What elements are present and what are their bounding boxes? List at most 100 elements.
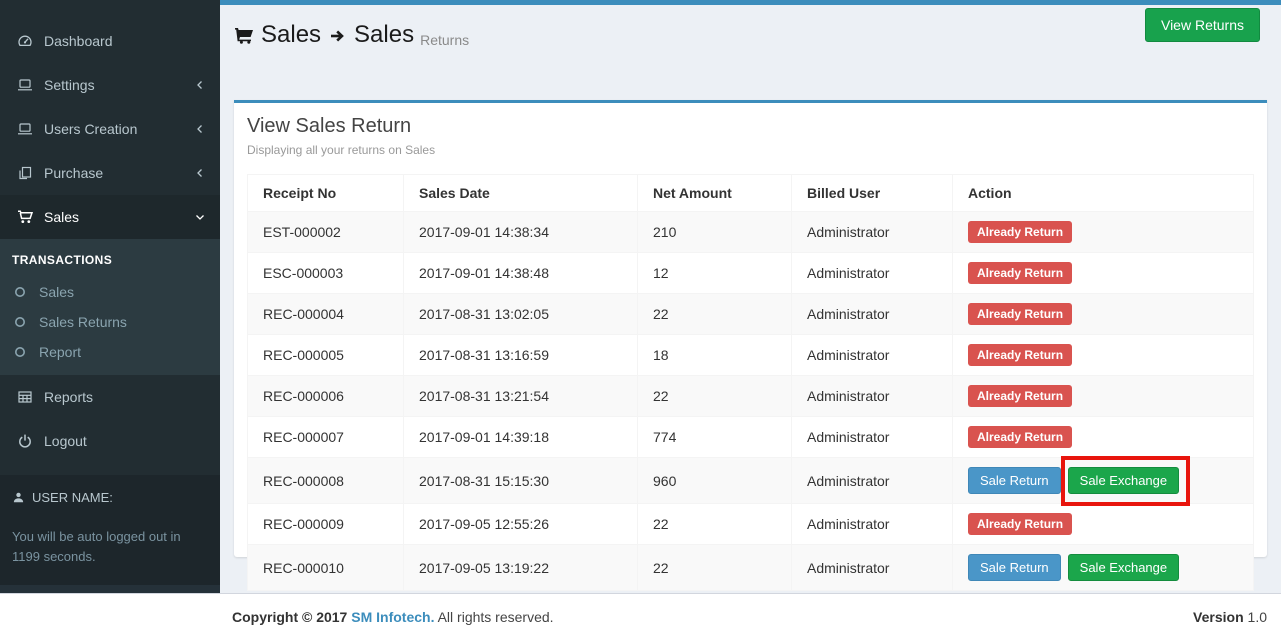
dashboard-icon: [15, 33, 35, 49]
table-row: REC-000004 2017-08-31 13:02:05 22 Admini…: [247, 293, 1254, 335]
cell-amount: 12: [637, 252, 792, 294]
sidebar-item-label: Purchase: [44, 165, 104, 181]
sidebar-menu: Dashboard Settings Users Creation: [0, 0, 220, 463]
sale-return-button[interactable]: Sale Return: [968, 554, 1061, 581]
cell-receipt: REC-000008: [247, 457, 404, 504]
circle-icon: [14, 346, 32, 358]
view-returns-button[interactable]: View Returns: [1144, 8, 1260, 42]
breadcrumb-primary: Sales: [261, 21, 322, 48]
submenu-item-label: Sales Returns: [39, 314, 127, 330]
sidebar-item-label: Sales: [44, 209, 80, 225]
sidebar-item-label: Dashboard: [44, 33, 113, 49]
sales-return-panel: View Sales Return Displaying all your re…: [234, 100, 1267, 591]
cell-amount: 22: [637, 503, 792, 545]
cell-date: 2017-08-31 13:21:54: [403, 375, 638, 417]
laptop-icon: [15, 77, 35, 93]
sidebar: Dashboard Settings Users Creation: [0, 0, 220, 593]
cell-receipt: REC-000006: [247, 375, 404, 417]
sidebar-item-users-creation[interactable]: Users Creation: [0, 107, 220, 151]
panel-title: View Sales Return: [247, 115, 412, 137]
cell-amount: 22: [637, 544, 792, 591]
cell-date: 2017-08-31 13:02:05: [403, 293, 638, 335]
cell-date: 2017-09-01 14:38:34: [403, 211, 638, 253]
cell-date: 2017-08-31 15:15:30: [403, 457, 638, 504]
sale-exchange-button[interactable]: Sale Exchange: [1067, 467, 1180, 494]
cell-user: Administrator: [791, 544, 953, 591]
chevron-left-icon: [195, 168, 205, 178]
user-icon: [12, 491, 25, 504]
sidebar-item-label: Settings: [44, 77, 95, 93]
table-row: REC-000008 2017-08-31 15:15:30 960 Admin…: [247, 456, 1254, 506]
breadcrumb: Sales Sales Returns: [234, 21, 1260, 49]
sales-returns-table: Receipt No Sales Date Net Amount Billed …: [247, 174, 1254, 591]
user-name-label: USER NAME:: [32, 490, 113, 505]
cell-date: 2017-09-05 13:19:22: [403, 544, 638, 591]
table-row: REC-000010 2017-09-05 13:19:22 22 Admini…: [247, 544, 1254, 591]
copyright-text: Copyright © 2017 SM Infotech. All rights…: [232, 609, 554, 625]
column-header-net-amount: Net Amount: [637, 174, 792, 212]
sidebar-item-logout[interactable]: Logout: [0, 419, 220, 463]
cell-amount: 960: [637, 457, 792, 504]
already-return-badge: Already Return: [968, 262, 1073, 284]
user-block: USER NAME: You will be auto logged out i…: [0, 475, 220, 586]
sale-return-button[interactable]: Sale Return: [968, 467, 1061, 494]
cell-user: Administrator: [791, 457, 953, 504]
sidebar-item-label: Users Creation: [44, 121, 138, 137]
chevron-left-icon: [195, 80, 205, 90]
cell-amount: 22: [637, 293, 792, 335]
cell-amount: 22: [637, 375, 792, 417]
breadcrumb-sub: Returns: [420, 31, 470, 48]
cell-amount: 18: [637, 334, 792, 376]
cell-receipt: REC-000007: [247, 416, 404, 458]
cell-receipt: REC-000009: [247, 503, 404, 545]
breadcrumb-secondary: Sales: [354, 21, 415, 48]
table-row: REC-000007 2017-09-01 14:39:18 774 Admin…: [247, 416, 1254, 458]
cell-user: Administrator: [791, 252, 953, 294]
sidebar-item-reports[interactable]: Reports: [0, 375, 220, 419]
sale-exchange-button[interactable]: Sale Exchange: [1067, 554, 1180, 581]
sidebar-item-purchase[interactable]: Purchase: [0, 151, 220, 195]
sidebar-filler: [0, 585, 220, 593]
top-accent-bar: [220, 0, 1281, 5]
sales-submenu: TRANSACTIONS Sales Sales Returns Report: [0, 239, 220, 375]
already-return-badge: Already Return: [968, 344, 1073, 366]
laptop-icon: [15, 121, 35, 137]
chevron-down-icon: [195, 212, 205, 222]
already-return-badge: Already Return: [968, 513, 1073, 535]
cell-user: Administrator: [791, 375, 953, 417]
cell-date: 2017-09-05 12:55:26: [403, 503, 638, 545]
main-content: Sales Sales Returns View Returns View Sa…: [220, 0, 1281, 593]
company-link[interactable]: SM Infotech.: [351, 608, 435, 625]
chevron-left-icon: [195, 124, 205, 134]
cell-receipt: REC-000004: [247, 293, 404, 335]
submenu-item-sales[interactable]: Sales: [0, 277, 220, 307]
cell-date: 2017-09-01 14:38:48: [403, 252, 638, 294]
copyright-prefix: Copyright © 2017: [232, 608, 348, 625]
cell-amount: 774: [637, 416, 792, 458]
cell-receipt: REC-000005: [247, 334, 404, 376]
footer: Copyright © 2017 SM Infotech. All rights…: [0, 593, 1281, 639]
column-header-billed-user: Billed User: [791, 174, 953, 212]
content-header: Sales Sales Returns View Returns: [220, 5, 1281, 49]
already-return-badge: Already Return: [968, 426, 1073, 448]
submenu-item-sales-returns[interactable]: Sales Returns: [0, 307, 220, 337]
cell-receipt: REC-000010: [247, 544, 404, 591]
sidebar-item-dashboard[interactable]: Dashboard: [0, 19, 220, 63]
arrow-right-icon: [330, 29, 345, 43]
cell-user: Administrator: [791, 416, 953, 458]
cell-user: Administrator: [791, 334, 953, 376]
already-return-badge: Already Return: [968, 303, 1073, 325]
column-header-action: Action: [952, 174, 1254, 212]
already-return-badge: Already Return: [968, 385, 1073, 407]
sidebar-item-sales[interactable]: Sales: [0, 195, 220, 239]
submenu-item-report[interactable]: Report: [0, 337, 220, 367]
panel-subtitle: Displaying all your returns on Sales: [247, 143, 436, 157]
table-row: ESC-000003 2017-09-01 14:38:48 12 Admini…: [247, 252, 1254, 294]
submenu-item-label: Sales: [39, 284, 75, 300]
column-header-receipt-no: Receipt No: [247, 174, 404, 212]
power-icon: [15, 433, 35, 449]
cell-receipt: EST-000002: [247, 211, 404, 253]
sidebar-item-settings[interactable]: Settings: [0, 63, 220, 107]
column-header-sales-date: Sales Date: [403, 174, 638, 212]
circle-icon: [14, 316, 32, 328]
